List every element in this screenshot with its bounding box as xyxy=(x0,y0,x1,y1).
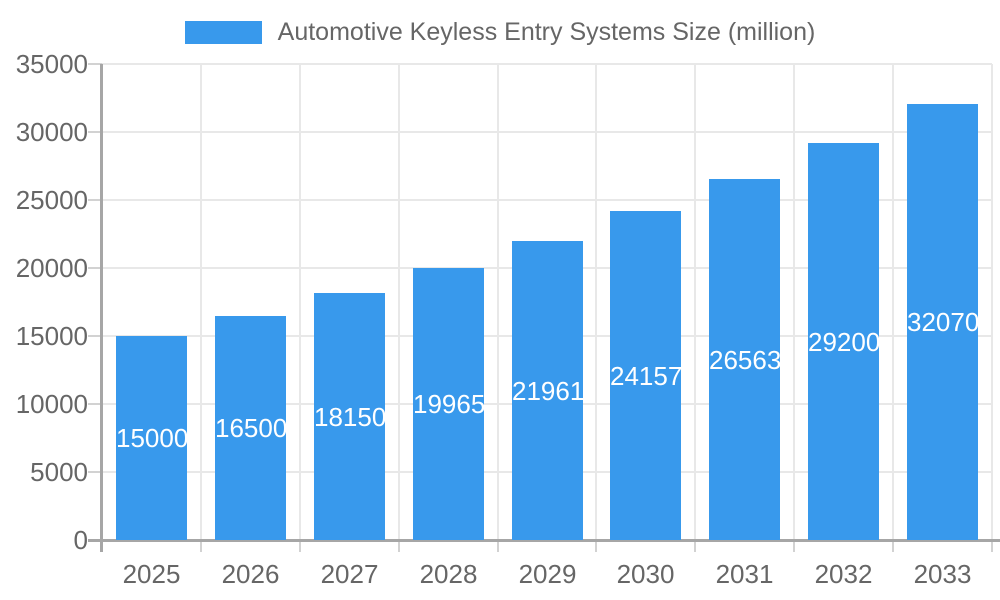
y-gridline xyxy=(102,199,992,201)
bar-2029[interactable] xyxy=(512,241,583,540)
y-axis-line xyxy=(100,64,103,552)
x-axis-line xyxy=(88,539,1000,542)
bar-value-label: 29200 xyxy=(808,327,881,357)
y-axis-tick-label: 0 xyxy=(73,525,88,555)
y-axis-tick xyxy=(88,403,102,405)
y-axis-tick xyxy=(88,199,102,201)
y-axis-tick xyxy=(88,131,102,133)
x-axis-tick-label: 2025 xyxy=(122,559,181,589)
x-axis-tick-label: 2028 xyxy=(419,559,478,589)
bar-2028[interactable] xyxy=(413,268,484,540)
x-axis-tick xyxy=(694,540,696,552)
bar-value-label: 24157 xyxy=(610,361,683,391)
x-axis-tick-label: 2027 xyxy=(320,559,379,589)
y-axis-tick-label: 30000 xyxy=(15,117,88,147)
y-axis-tick-label: 20000 xyxy=(15,253,88,283)
bar-2032[interactable] xyxy=(808,143,879,540)
bar-value-label: 19965 xyxy=(413,389,486,419)
y-axis-tick xyxy=(88,267,102,269)
x-axis-tick xyxy=(299,540,301,552)
x-gridline xyxy=(991,64,993,540)
x-axis-tick xyxy=(793,540,795,552)
x-axis-tick xyxy=(497,540,499,552)
x-gridline xyxy=(595,64,597,540)
y-axis-tick-label: 5000 xyxy=(30,457,88,487)
bar-value-label: 16500 xyxy=(215,413,288,443)
bar-value-label: 21961 xyxy=(512,376,585,406)
y-gridline xyxy=(102,131,992,133)
y-axis-tick xyxy=(88,63,102,65)
legend[interactable]: Automotive Keyless Entry Systems Size (m… xyxy=(0,18,1000,46)
legend-swatch xyxy=(184,20,262,44)
x-axis-tick-label: 2033 xyxy=(913,559,972,589)
x-axis-tick xyxy=(398,540,400,552)
bar-value-label: 15000 xyxy=(116,423,189,453)
x-axis-tick-label: 2030 xyxy=(616,559,675,589)
x-axis-tick-label: 2029 xyxy=(518,559,577,589)
x-axis-tick-label: 2026 xyxy=(221,559,280,589)
y-axis-tick xyxy=(88,335,102,337)
x-axis-tick xyxy=(200,540,202,552)
x-axis-tick xyxy=(991,540,993,552)
x-gridline xyxy=(892,64,894,540)
legend-label: Automotive Keyless Entry Systems Size (m… xyxy=(277,18,816,46)
x-gridline xyxy=(299,64,301,540)
bar-2031[interactable] xyxy=(709,179,780,540)
bar-2027[interactable] xyxy=(314,293,385,540)
x-axis-tick xyxy=(595,540,597,552)
bar-value-label: 32070 xyxy=(907,307,980,337)
x-axis-tick-label: 2032 xyxy=(814,559,873,589)
x-axis-tick xyxy=(892,540,894,552)
x-gridline xyxy=(497,64,499,540)
y-axis-tick-label: 15000 xyxy=(15,321,88,351)
bar-value-label: 26563 xyxy=(709,345,782,375)
x-gridline xyxy=(793,64,795,540)
bar-2030[interactable] xyxy=(610,211,681,540)
x-gridline xyxy=(398,64,400,540)
y-axis-tick-label: 25000 xyxy=(15,185,88,215)
x-gridline xyxy=(200,64,202,540)
x-axis-tick-label: 2031 xyxy=(715,559,774,589)
y-gridline xyxy=(102,63,992,65)
bar-2026[interactable] xyxy=(215,316,286,540)
y-axis-tick xyxy=(88,471,102,473)
y-axis-tick-label: 10000 xyxy=(15,389,88,419)
bar-value-label: 18150 xyxy=(314,402,387,432)
bar-2025[interactable] xyxy=(116,336,187,540)
x-gridline xyxy=(694,64,696,540)
bar-2033[interactable] xyxy=(907,104,978,540)
y-axis-tick-label: 35000 xyxy=(15,49,88,79)
